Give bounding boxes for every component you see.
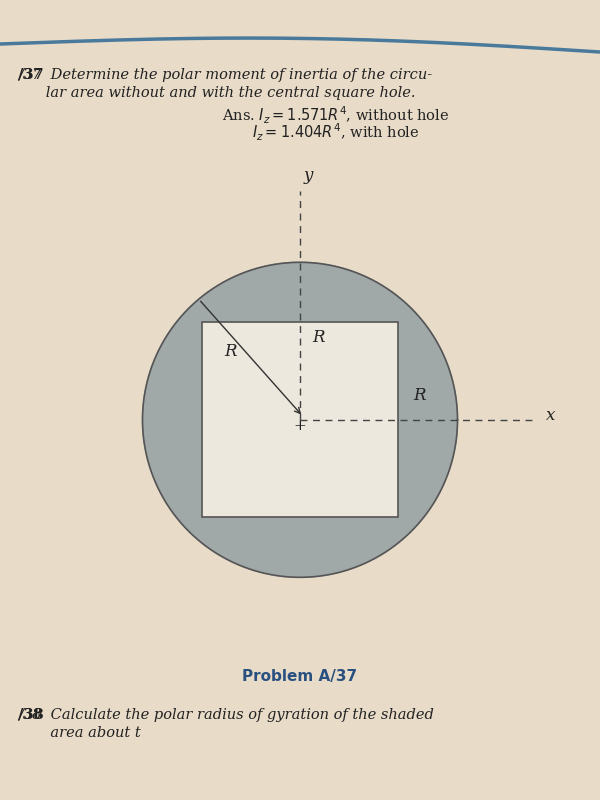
Text: area about t: area about t [18, 726, 141, 739]
Text: y: y [303, 166, 313, 183]
Text: /38: /38 [18, 708, 44, 722]
Text: +: + [293, 419, 307, 433]
Text: $I_z = 1.404R^4$, with hole: $I_z = 1.404R^4$, with hole [252, 122, 420, 143]
Bar [202, 322, 398, 518]
Text: x: x [546, 406, 555, 423]
Text: R: R [313, 330, 325, 346]
Text: R: R [413, 387, 426, 404]
Text: Problem A/37: Problem A/37 [242, 669, 358, 683]
Text: /38  Calculate the polar radius of gyration of the shaded: /38 Calculate the polar radius of gyrati… [18, 708, 434, 722]
Text: /37: /37 [18, 68, 44, 82]
Polygon shape [143, 262, 458, 578]
Text: R: R [224, 343, 237, 360]
Text: lar area without and with the central square hole.: lar area without and with the central sq… [18, 86, 415, 100]
Text: /37  Determine the polar moment of inertia of the circu-: /37 Determine the polar moment of inerti… [18, 68, 432, 82]
Text: Ans. $I_z = 1.571R^4$, without hole: Ans. $I_z = 1.571R^4$, without hole [223, 105, 449, 126]
